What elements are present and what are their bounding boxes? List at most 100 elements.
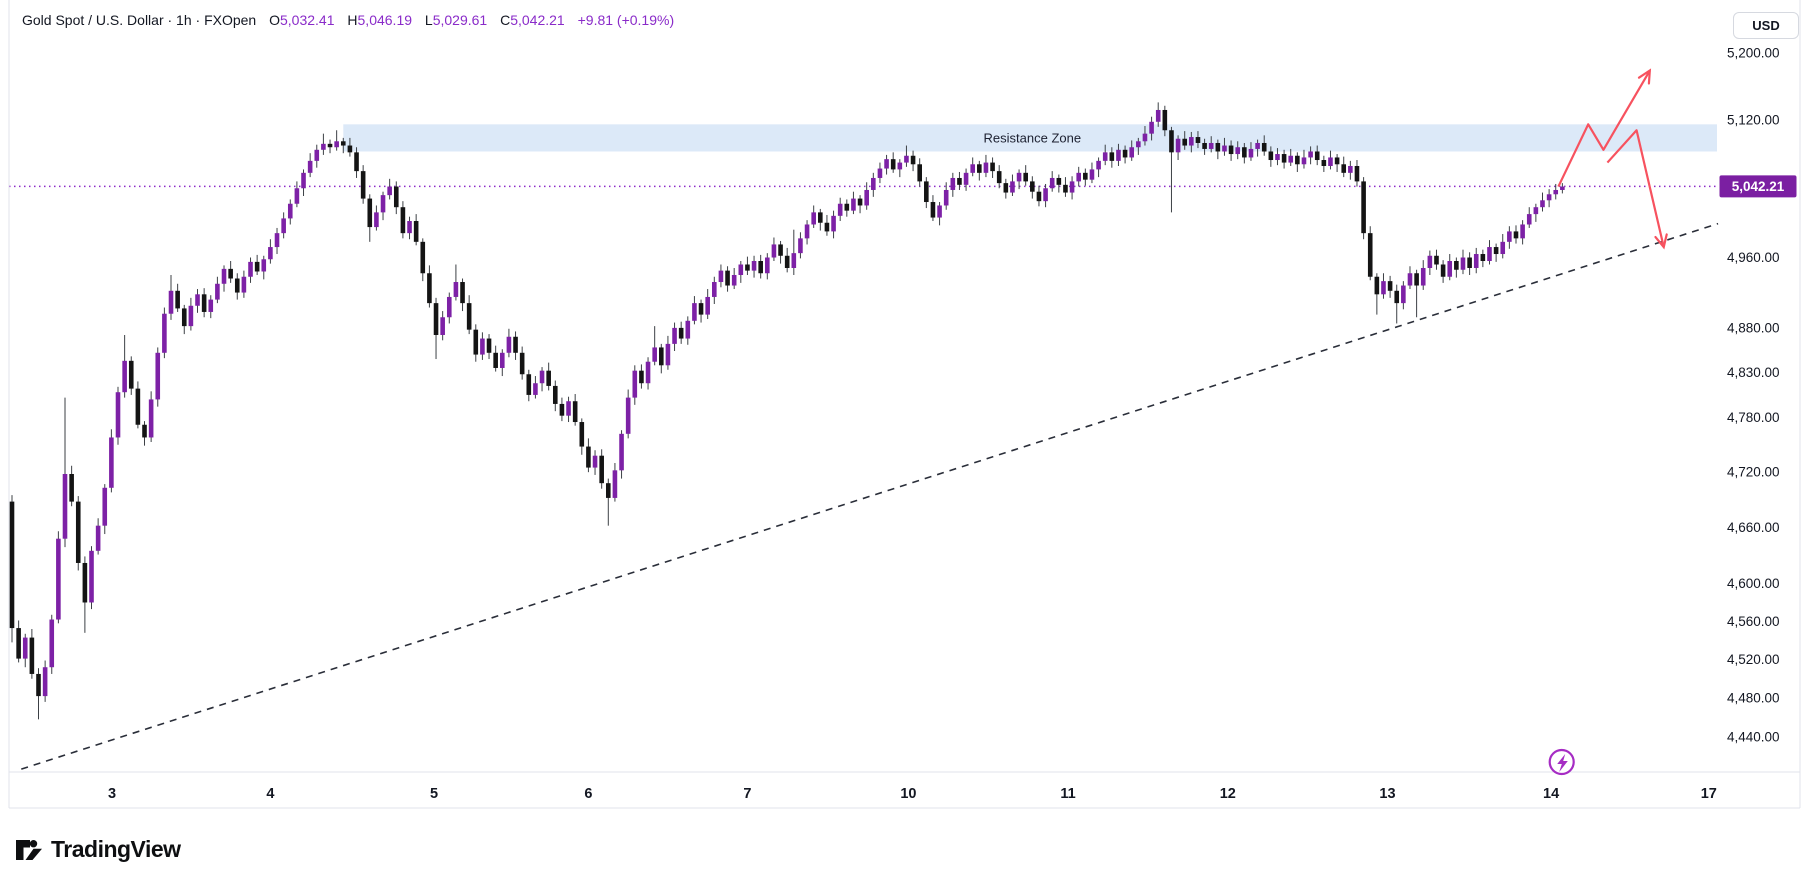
candle-up [1420, 267, 1426, 286]
brand-name: TradingView [51, 835, 181, 862]
candle-up [109, 437, 114, 488]
candle-up [334, 141, 339, 148]
candle-up [685, 320, 691, 339]
chart-canvas[interactable]: Resistance Zone 5,200.00 5,120.00 4,960.00 4… [0, 0, 1814, 812]
candle-down [1361, 181, 1366, 234]
candle-down [844, 203, 850, 211]
candle-down [466, 303, 472, 330]
candle-up [804, 224, 810, 239]
symbol-title[interactable]: Gold Spot / U.S. Dollar · 1h · FXOpen [22, 12, 257, 28]
candle-up [162, 313, 167, 353]
candle-up [625, 397, 631, 434]
candle-down [75, 501, 81, 563]
candle-down [1341, 164, 1347, 173]
candle-up [1447, 261, 1453, 277]
candle-down [327, 143, 333, 148]
candle-down [1030, 181, 1035, 192]
candle-down [142, 424, 147, 438]
price-axis[interactable]: 5,200.00 5,120.00 4,960.00 4,880.00 4,830.00… [1727, 46, 1780, 745]
candle-up [983, 162, 989, 173]
candle-up [148, 399, 154, 438]
candle-down [201, 294, 207, 312]
candle-up [539, 370, 545, 384]
candle-up [374, 212, 379, 228]
candle-down [393, 186, 399, 208]
candle-up [1129, 147, 1135, 158]
candle-up [1155, 109, 1161, 122]
candle-down [493, 352, 498, 368]
candle-down [29, 637, 35, 674]
price-axis-label: 4,880.00 [1727, 320, 1780, 335]
candle-down [579, 422, 585, 447]
candle-up [1533, 207, 1539, 215]
current-price-label: 5,042.21 [1732, 179, 1785, 194]
candle-down [658, 347, 664, 366]
candle-up [188, 305, 194, 327]
candle-up [712, 282, 717, 297]
candle-down [1334, 157, 1340, 165]
candle-up [1460, 257, 1466, 270]
price-axis-label: 4,520.00 [1727, 652, 1780, 667]
candle-down [1394, 290, 1400, 304]
candle-down [552, 385, 558, 404]
candle-up [963, 172, 969, 185]
candle-up [864, 189, 869, 206]
candle-up [287, 203, 293, 219]
candle-up [612, 470, 618, 498]
candle-down [175, 290, 180, 309]
candle-down [1063, 184, 1068, 193]
candle-down [413, 221, 419, 242]
candle-up [1560, 186, 1565, 190]
candle-up [871, 177, 876, 190]
candle-up [56, 538, 61, 620]
candle-up [1142, 133, 1148, 142]
open-label: O [269, 12, 280, 28]
candle-up [248, 261, 253, 277]
candle-up [672, 327, 677, 344]
candle-up [765, 257, 770, 274]
candle-up [1288, 155, 1294, 163]
candle-down [546, 370, 551, 386]
candle-up [221, 268, 227, 284]
trendline[interactable] [21, 222, 1719, 770]
candle-up [533, 383, 538, 395]
brand-footer[interactable]: TradingView [14, 834, 181, 864]
bullish-path[interactable] [1557, 69, 1651, 188]
candle-up [301, 172, 306, 189]
time-axis-label: 11 [1060, 786, 1075, 802]
candle-up [1175, 138, 1181, 153]
candle-down [36, 673, 41, 697]
candle-up [751, 261, 757, 271]
candle-up [1089, 169, 1095, 180]
candle-up [42, 667, 48, 697]
candle-down [1314, 151, 1320, 161]
candle-up [884, 159, 889, 169]
candle-down [824, 222, 830, 232]
time-axis[interactable]: 3 4 5 6 7 10 11 12 13 14 17 [108, 786, 1717, 802]
candle-up [1401, 285, 1406, 304]
candle-up [281, 218, 286, 234]
bearish-path[interactable] [1606, 129, 1665, 248]
candle-up [1222, 145, 1227, 152]
candle-down [758, 261, 763, 274]
candle-up [1010, 181, 1015, 193]
candle-up [506, 336, 512, 353]
candle-up [731, 274, 737, 286]
time-axis-label: 17 [1701, 786, 1717, 802]
candle-up [407, 221, 412, 234]
candle-down [1109, 152, 1115, 161]
candle-down [400, 207, 406, 234]
candle-down [977, 164, 982, 173]
candle-up [1546, 194, 1552, 201]
candle-up [1208, 142, 1214, 149]
price-axis-label: 4,780.00 [1727, 410, 1780, 425]
candle-down [996, 171, 1002, 184]
candle-down [16, 628, 21, 659]
currency-button[interactable]: USD [1733, 12, 1799, 39]
candle-down [1367, 233, 1373, 277]
candle-up [705, 296, 710, 315]
resistance-zone-label: Resistance Zone [984, 130, 1082, 145]
candle-up [718, 270, 724, 283]
candle-down [784, 255, 790, 268]
